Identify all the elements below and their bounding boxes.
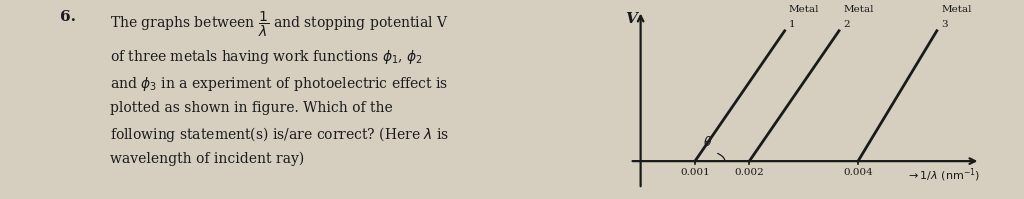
Text: 6.: 6. <box>59 10 76 24</box>
Text: 1: 1 <box>790 20 796 29</box>
Text: 2: 2 <box>844 20 850 29</box>
Text: 3: 3 <box>941 20 948 29</box>
Text: Metal: Metal <box>941 5 972 14</box>
Text: Metal: Metal <box>790 5 819 14</box>
Text: The graphs between $\dfrac{1}{\lambda}$ and stopping potential V
of three metals: The graphs between $\dfrac{1}{\lambda}$ … <box>111 10 450 166</box>
Text: 0.004: 0.004 <box>843 168 872 177</box>
Text: $\rightarrow 1/\lambda\ \left(\mathrm{nm}^{-1}\right)$: $\rightarrow 1/\lambda\ \left(\mathrm{nm… <box>906 167 980 184</box>
Text: V: V <box>625 12 637 25</box>
Text: Metal: Metal <box>844 5 873 14</box>
Text: 0.002: 0.002 <box>734 168 764 177</box>
Text: 0.001: 0.001 <box>680 168 710 177</box>
Text: $\theta$: $\theta$ <box>703 135 713 149</box>
